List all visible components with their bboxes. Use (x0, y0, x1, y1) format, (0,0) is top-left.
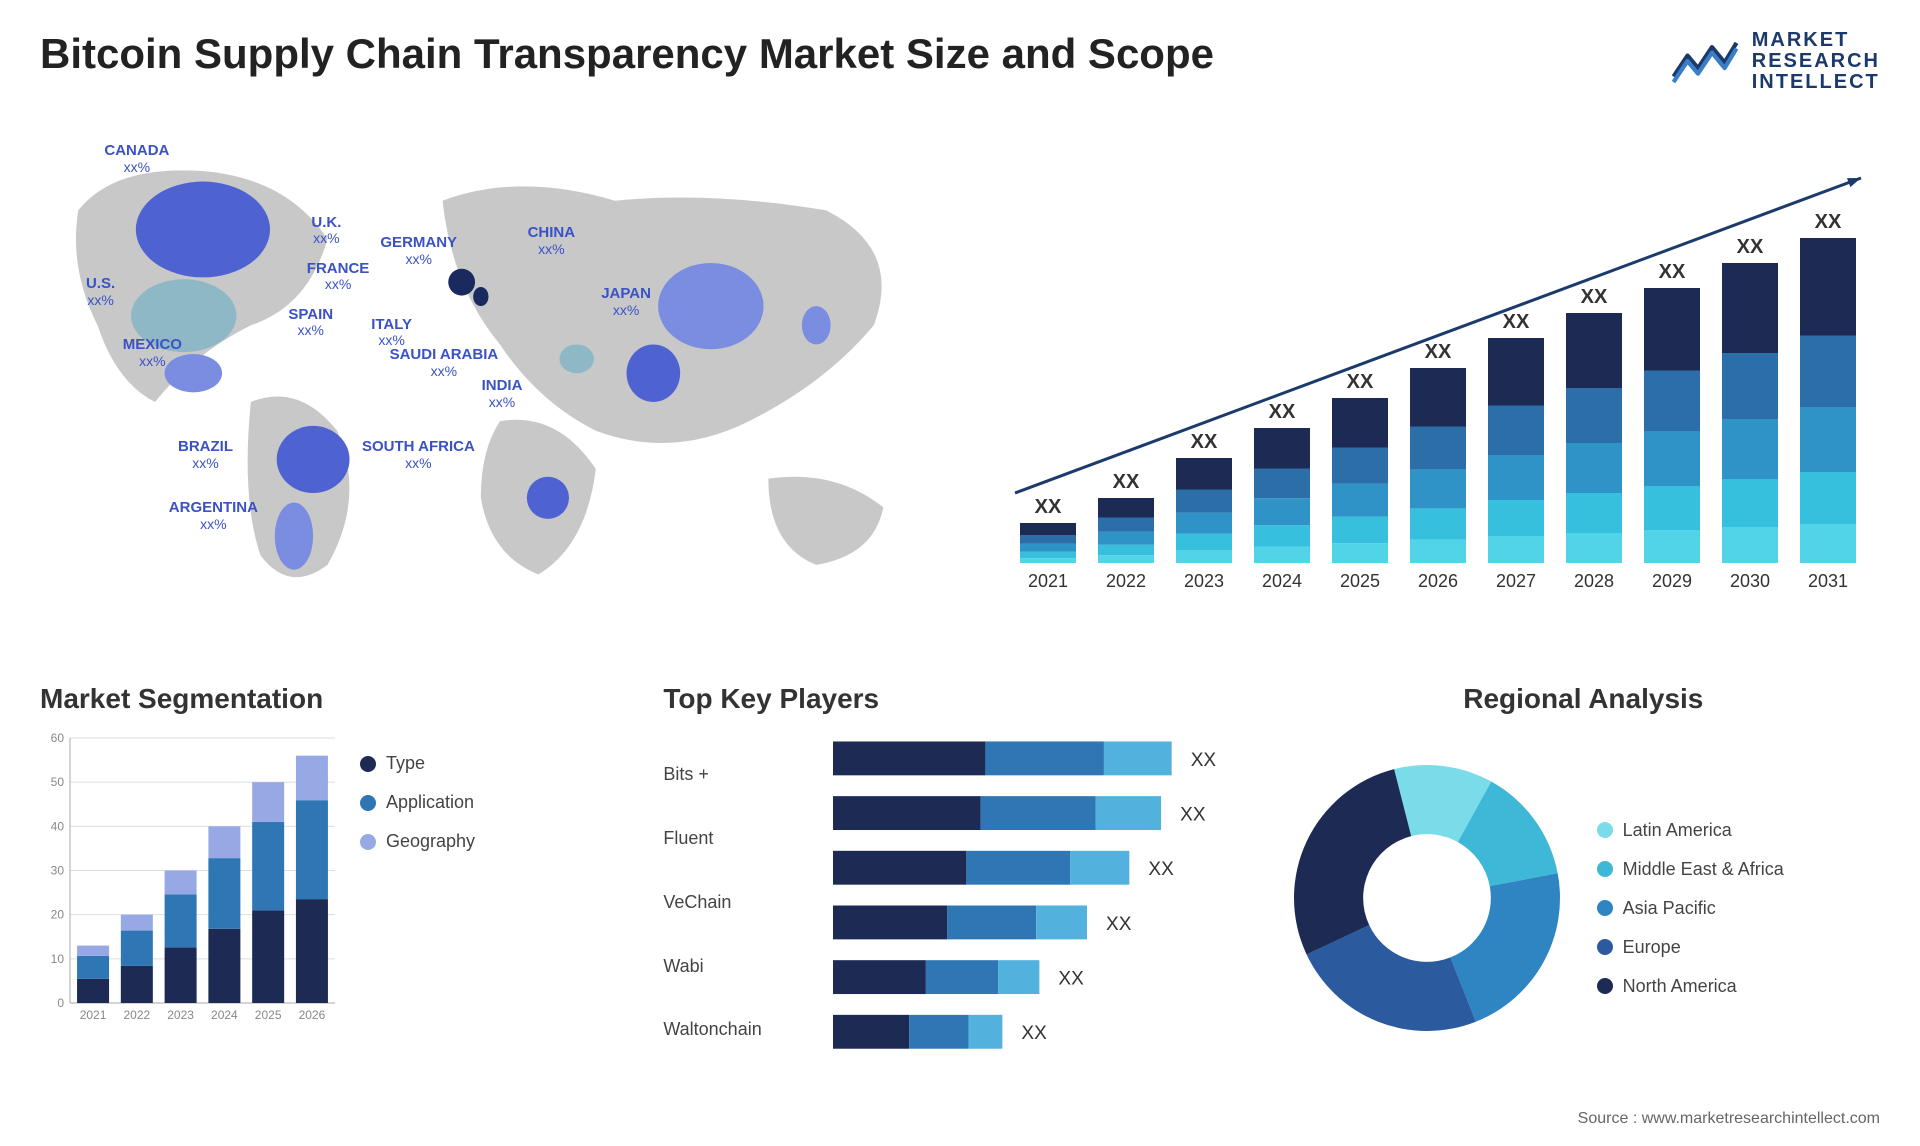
svg-text:XX: XX (1022, 1023, 1048, 1044)
legend-item: Type (360, 753, 475, 774)
svg-text:2026: 2026 (299, 1008, 326, 1022)
svg-text:40: 40 (51, 819, 65, 833)
key-players-title: Top Key Players (663, 683, 1256, 715)
svg-text:2029: 2029 (1652, 571, 1692, 591)
key-players-chart: XX XX XX XX XX XX (833, 733, 1256, 1072)
svg-text:XX: XX (1815, 211, 1842, 233)
legend-item: Application (360, 792, 475, 813)
legend-item: Middle East & Africa (1597, 859, 1784, 880)
svg-text:2028: 2028 (1574, 571, 1614, 591)
svg-text:60: 60 (51, 733, 65, 745)
svg-text:2025: 2025 (255, 1008, 282, 1022)
svg-text:2025: 2025 (1340, 571, 1380, 591)
key-players-labels: Bits + Fluent VeChain Wabi Waltonchain (663, 733, 813, 1072)
brand-logo: MARKET RESEARCH INTELLECT (1670, 30, 1880, 93)
svg-text:XX: XX (1180, 805, 1206, 826)
growth-chart-panel: 2021 XX 2022 XX 2023 XX 2024 XX 2025 XX 2026 XX 2027… (1000, 123, 1880, 633)
svg-text:30: 30 (51, 864, 65, 878)
svg-text:XX: XX (1149, 859, 1175, 880)
key-player-label: Waltonchain (663, 1019, 813, 1040)
svg-text:XX: XX (1269, 401, 1296, 423)
svg-text:0: 0 (57, 996, 64, 1010)
world-map-panel: CANADAxx% U.S.xx% MEXICOxx% BRAZILxx% ARGENT… (40, 123, 960, 633)
svg-text:XX: XX (1659, 261, 1686, 283)
segmentation-chart: 0 10 20 30 40 50 60 2021 2022 2023 2024 2025 2026 (40, 733, 340, 1033)
logo-line1: MARKET (1752, 29, 1850, 51)
regional-title: Regional Analysis (1287, 683, 1880, 715)
svg-text:2022: 2022 (1106, 571, 1146, 591)
svg-text:2021: 2021 (80, 1008, 107, 1022)
svg-text:XX: XX (1347, 371, 1374, 393)
source-citation: Source : www.marketresearchintellect.com (1578, 1110, 1880, 1128)
segmentation-legend: Type Application Geography (360, 753, 475, 1063)
svg-text:XX: XX (1035, 496, 1062, 518)
map-label-mexico: MEXICOxx% (123, 337, 182, 369)
svg-text:2023: 2023 (1184, 571, 1224, 591)
logo-icon (1670, 34, 1740, 89)
legend-item: North America (1597, 976, 1784, 997)
map-label-india: INDIAxx% (482, 378, 523, 410)
regional-legend: Latin America Middle East & Africa Asia Pa… (1597, 820, 1784, 997)
svg-text:2024: 2024 (211, 1008, 238, 1022)
legend-item: Asia Pacific (1597, 898, 1784, 919)
map-label-u-s-: U.S.xx% (86, 276, 115, 308)
regional-donut (1287, 758, 1567, 1038)
legend-item: Latin America (1597, 820, 1784, 841)
map-label-argentina: ARGENTINAxx% (169, 500, 258, 532)
map-label-italy: ITALYxx% (371, 317, 412, 349)
svg-text:XX: XX (1191, 431, 1218, 453)
map-label-brazil: BRAZILxx% (178, 439, 233, 471)
key-player-label: Fluent (663, 828, 813, 849)
segmentation-title: Market Segmentation (40, 683, 633, 715)
svg-text:50: 50 (51, 775, 65, 789)
svg-text:10: 10 (51, 952, 65, 966)
svg-text:2021: 2021 (1028, 571, 1068, 591)
map-label-spain: SPAINxx% (288, 307, 333, 339)
map-label-canada: CANADAxx% (104, 143, 169, 175)
segmentation-panel: Market Segmentation 0 10 20 30 40 50 60 2021 202… (40, 683, 633, 1063)
svg-text:2026: 2026 (1418, 571, 1458, 591)
map-label-japan: JAPANxx% (601, 286, 651, 318)
svg-text:XX: XX (1113, 471, 1140, 493)
key-player-label: Bits + (663, 764, 813, 785)
map-label-china: CHINAxx% (528, 225, 576, 257)
map-label-saudi-arabia: SAUDI ARABIAxx% (390, 347, 499, 379)
svg-text:2030: 2030 (1730, 571, 1770, 591)
svg-text:2031: 2031 (1808, 571, 1848, 591)
svg-text:2024: 2024 (1262, 571, 1302, 591)
svg-text:XX: XX (1503, 311, 1530, 333)
svg-text:XX: XX (1106, 914, 1132, 935)
legend-item: Geography (360, 831, 475, 852)
key-players-panel: Top Key Players Bits + Fluent VeChain Wabi W… (663, 683, 1256, 1063)
map-label-france: FRANCExx% (307, 261, 370, 293)
growth-chart: 2021 XX 2022 XX 2023 XX 2024 XX 2025 XX 2026 XX 2027… (1000, 123, 1880, 633)
svg-text:2027: 2027 (1496, 571, 1536, 591)
svg-text:XX: XX (1581, 286, 1608, 308)
svg-text:XX: XX (1737, 236, 1764, 258)
key-player-label: VeChain (663, 892, 813, 913)
svg-text:XX: XX (1191, 750, 1217, 771)
svg-text:20: 20 (51, 908, 65, 922)
page-title: Bitcoin Supply Chain Transparency Market… (40, 30, 1214, 78)
logo-line2: RESEARCH (1752, 50, 1880, 72)
svg-text:XX: XX (1059, 969, 1085, 990)
key-player-label: Wabi (663, 956, 813, 977)
legend-item: Europe (1597, 937, 1784, 958)
logo-line3: INTELLECT (1752, 71, 1880, 93)
regional-panel: Regional Analysis Latin America Middle Ea… (1287, 683, 1880, 1063)
map-label-south-africa: SOUTH AFRICAxx% (362, 439, 475, 471)
svg-text:2022: 2022 (123, 1008, 150, 1022)
svg-text:XX: XX (1425, 341, 1452, 363)
map-label-u-k-: U.K.xx% (311, 215, 341, 247)
svg-text:2023: 2023 (167, 1008, 194, 1022)
map-label-germany: GERMANYxx% (380, 235, 457, 267)
